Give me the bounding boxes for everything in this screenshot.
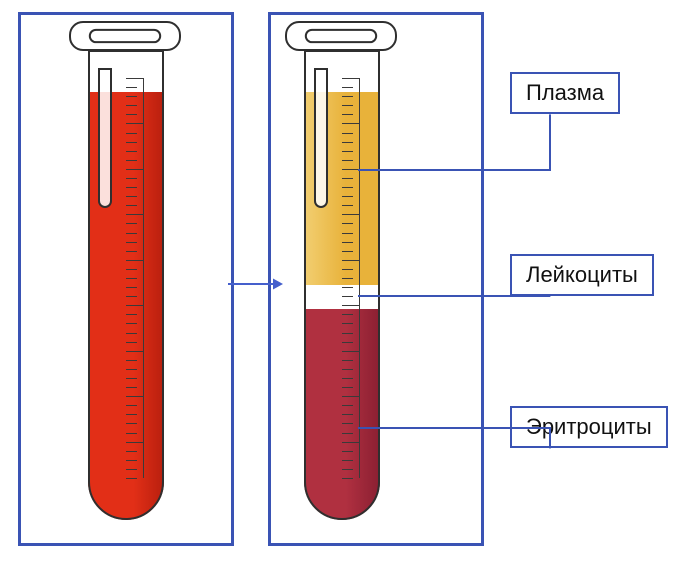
diagram-canvas: Плазма Лейкоциты Эритроциты — [0, 0, 700, 574]
tube-cap — [66, 18, 184, 54]
layer-erythrocytes — [304, 309, 380, 521]
tube-body — [304, 50, 380, 520]
tube-cap — [282, 18, 400, 54]
layer-leukocytes — [304, 285, 380, 309]
label-text: Лейкоциты — [526, 262, 638, 287]
layer-plasma — [304, 92, 380, 285]
label-text: Эритроциты — [526, 414, 652, 439]
tube-separated-blood — [304, 50, 380, 520]
tube-whole-blood — [88, 50, 164, 520]
label-text: Плазма — [526, 80, 604, 105]
label-leukocytes: Лейкоциты — [510, 254, 654, 296]
layer-whole-blood — [88, 92, 164, 520]
label-plasma: Плазма — [510, 72, 620, 114]
label-erythrocytes: Эритроциты — [510, 406, 668, 448]
tube-body — [88, 50, 164, 520]
